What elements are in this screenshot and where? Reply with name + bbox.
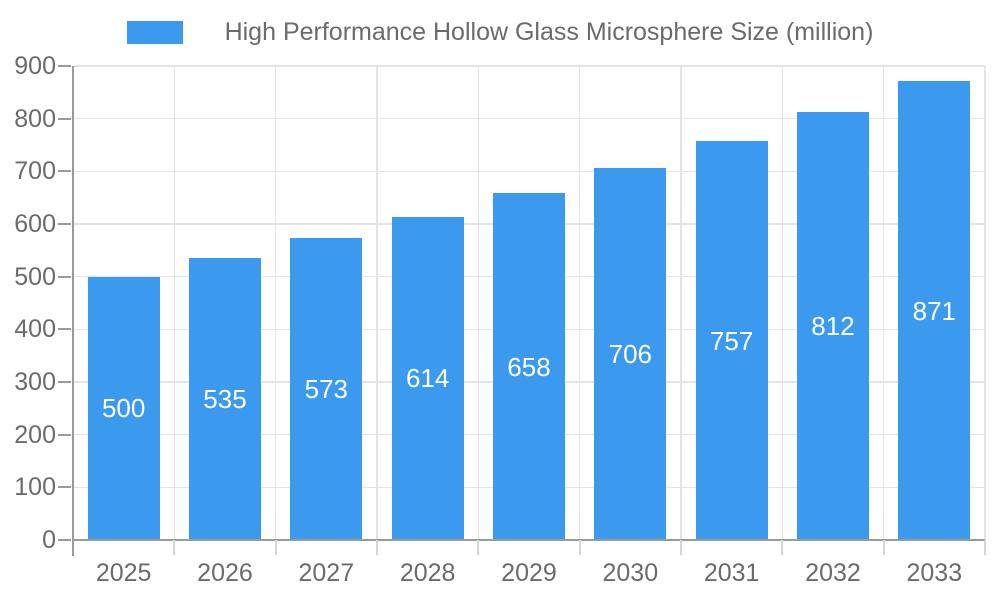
gridline-vertical	[680, 66, 682, 540]
y-axis-tick	[58, 223, 71, 225]
bar-value-label: 706	[608, 339, 653, 370]
gridline-vertical	[882, 66, 885, 540]
gridline-horizontal	[73, 117, 985, 120]
bar[interactable]	[594, 168, 667, 540]
x-axis-label: 2032	[805, 559, 861, 587]
x-axis-tick	[578, 540, 581, 555]
y-axis-label: 800	[14, 104, 56, 133]
y-axis-tick	[58, 381, 71, 383]
x-axis-label: 2027	[298, 559, 355, 587]
legend[interactable]: High Performance Hollow Glass Microspher…	[0, 17, 1000, 47]
y-axis-tick	[58, 486, 71, 489]
x-axis-label: 2025	[95, 559, 152, 587]
bar[interactable]	[797, 112, 869, 540]
bar[interactable]	[391, 216, 464, 540]
gridline-vertical	[477, 66, 480, 540]
y-axis-label: 100	[14, 473, 56, 502]
x-axis-label: 2029	[501, 559, 557, 587]
x-axis-label: 2030	[602, 559, 659, 587]
bar[interactable]	[290, 238, 363, 540]
x-axis-tick	[477, 540, 480, 555]
bar[interactable]	[898, 81, 971, 540]
bar-value-label: 658	[507, 351, 551, 382]
bar[interactable]	[493, 193, 565, 540]
y-axis-label: 700	[14, 157, 56, 186]
bar-value-label: 500	[101, 393, 146, 424]
x-axis-tick	[274, 540, 277, 555]
x-axis-tick	[781, 540, 784, 555]
gridline-horizontal	[73, 170, 985, 173]
legend-label: High Performance Hollow Glass Microspher…	[224, 17, 874, 46]
gridline-horizontal	[73, 65, 985, 67]
x-axis-label: 2033	[906, 559, 963, 587]
y-axis-tick	[58, 328, 71, 331]
gridline-vertical	[274, 66, 277, 540]
x-axis-tick	[173, 540, 176, 555]
y-axis-label: 300	[14, 368, 56, 396]
y-axis-label: 500	[14, 262, 56, 291]
bar-value-label: 535	[203, 384, 247, 415]
bar-value-label: 614	[405, 363, 450, 394]
y-axis-line	[72, 66, 74, 556]
y-axis-tick	[58, 170, 71, 173]
y-axis-tick	[58, 65, 71, 67]
gridline-vertical	[984, 66, 986, 540]
y-axis-tick	[58, 433, 71, 436]
x-axis-label: 2031	[703, 559, 760, 587]
bar-value-label: 871	[912, 295, 957, 326]
x-axis-label: 2026	[197, 559, 253, 587]
y-axis-tick	[58, 117, 71, 120]
gridline-vertical	[578, 66, 581, 540]
y-axis-label: 200	[14, 420, 56, 449]
y-axis-label: 600	[14, 210, 56, 238]
gridline-vertical	[173, 66, 176, 540]
bar-value-label: 573	[304, 374, 349, 405]
bar[interactable]	[87, 276, 160, 540]
bar-value-label: 757	[709, 325, 754, 356]
x-axis-tick	[984, 540, 986, 555]
x-axis-tick	[882, 540, 885, 555]
gridline-vertical	[376, 66, 378, 540]
bar-value-label: 812	[811, 311, 855, 342]
legend-swatch	[126, 20, 183, 44]
bar[interactable]	[695, 141, 768, 540]
y-axis-label: 400	[14, 315, 56, 344]
y-axis-label: 900	[14, 52, 56, 80]
y-axis-label: 0	[42, 526, 56, 554]
x-axis-label: 2028	[399, 559, 456, 587]
x-axis-tick	[376, 540, 378, 555]
x-axis-line	[72, 539, 985, 541]
y-axis-tick	[58, 275, 71, 278]
x-axis-tick	[680, 540, 682, 555]
gridline-vertical	[781, 66, 784, 540]
y-axis-tick	[58, 539, 71, 541]
bar[interactable]	[189, 258, 261, 540]
